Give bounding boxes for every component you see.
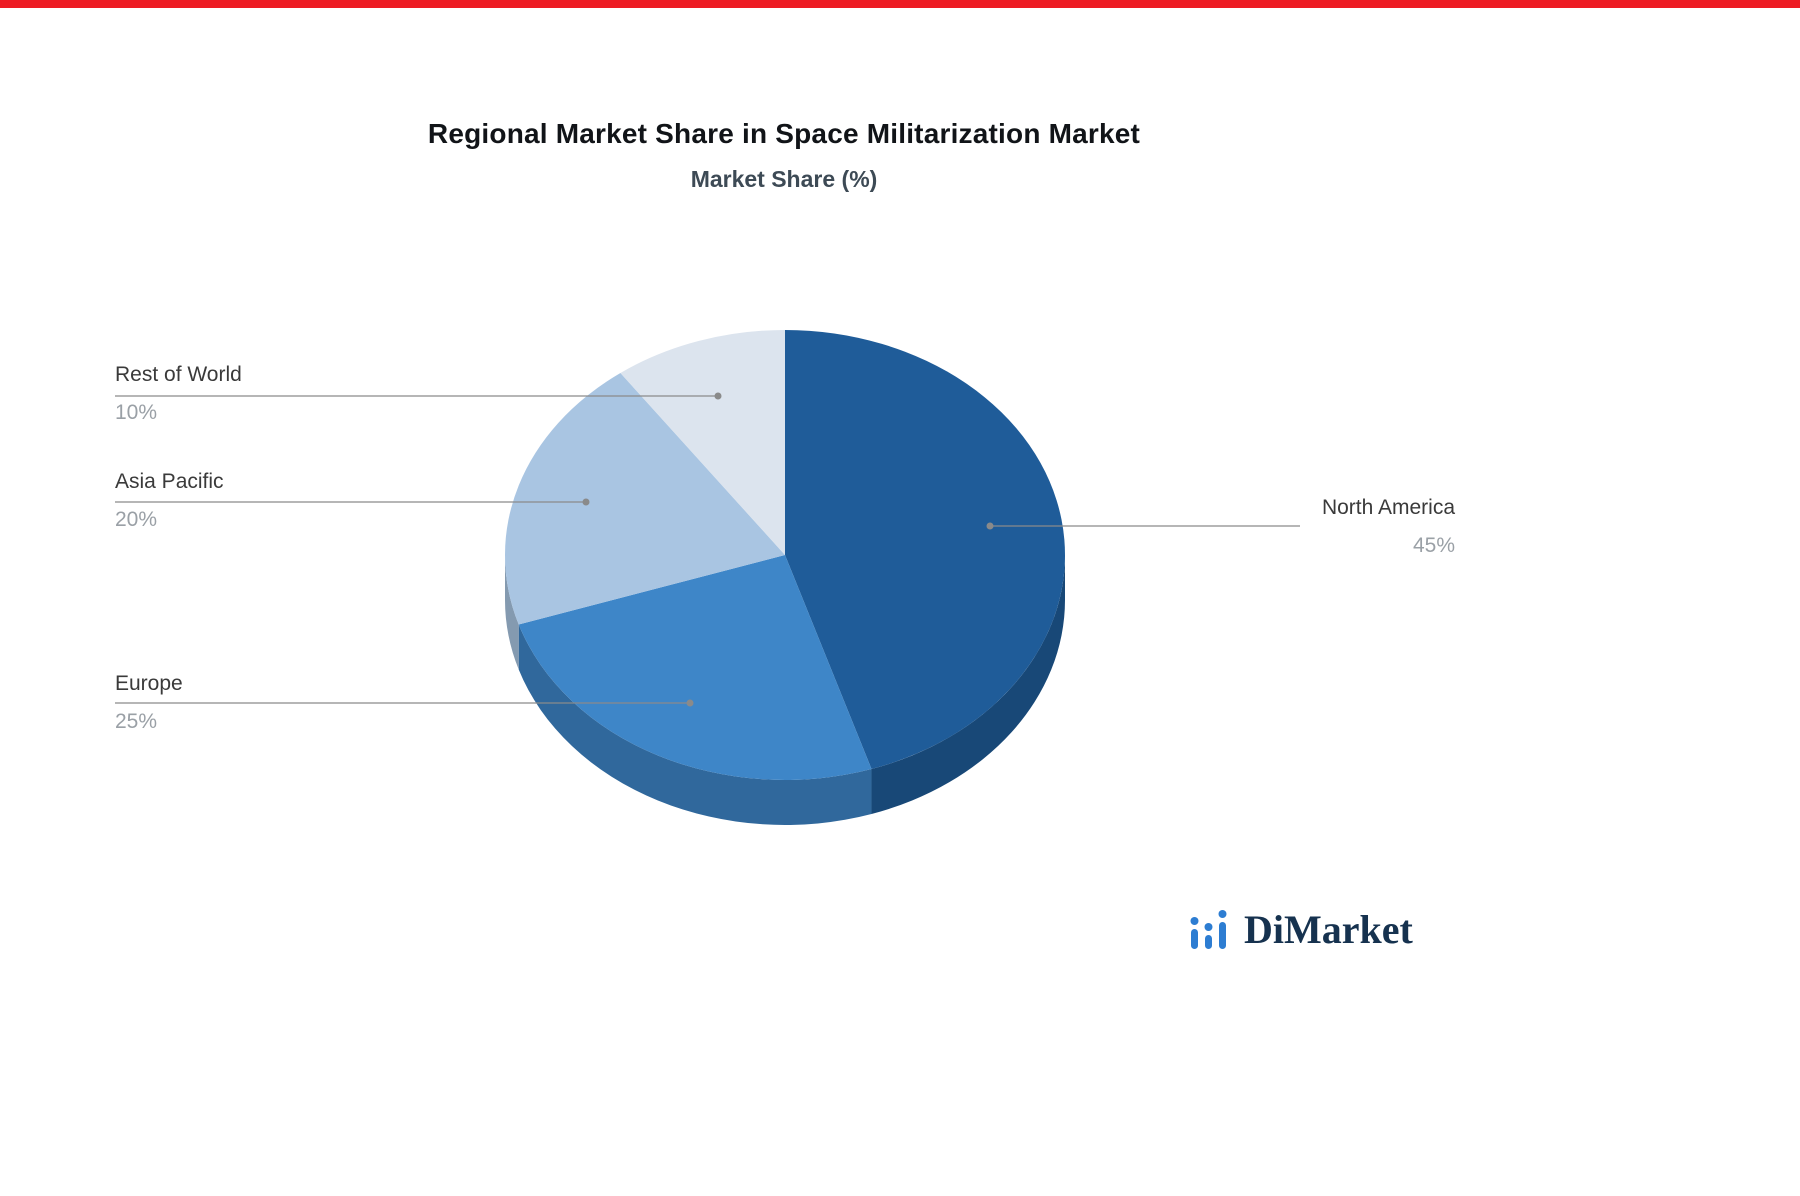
callout-lines xyxy=(115,392,1300,707)
callout-dot-europe xyxy=(686,699,694,707)
slice-label-asia-pacific: Asia Pacific xyxy=(115,470,224,493)
chart-subtitle: Market Share (%) xyxy=(690,166,878,192)
pie-slice-asia-pacific[interactable] xyxy=(505,372,785,625)
callout-dot-north-america xyxy=(986,522,994,530)
callout-rest-of-world: Rest of World 10% xyxy=(115,362,242,426)
callout-dot-rest-of-world xyxy=(714,392,722,400)
callout-asia-pacific: Asia Pacific 20% xyxy=(115,469,224,533)
slice-label-north-america: North America xyxy=(1321,496,1455,519)
brand-logo[interactable]: DiMarket xyxy=(1188,908,1413,952)
slice-value-europe: 25% xyxy=(115,710,158,733)
pie-slice-side-asia-pacific xyxy=(505,555,519,670)
chart-header: Regional Market Share in Space Militariz… xyxy=(0,118,1568,193)
top-accent-bar xyxy=(0,0,1800,8)
slice-value-rest-of-world: 10% xyxy=(115,401,158,424)
pie-slice-europe[interactable] xyxy=(518,555,872,780)
pie-slice-rest-of-world[interactable] xyxy=(620,330,785,555)
callout-north-america: North America 45% xyxy=(1322,495,1455,559)
pie-slice-side-europe xyxy=(518,624,872,825)
chart-title: Regional Market Share in Space Militariz… xyxy=(427,118,1141,149)
bar-chart-icon-glyphs xyxy=(1190,910,1227,949)
slice-value-asia-pacific: 20% xyxy=(115,508,158,531)
bar-chart-icon xyxy=(1190,910,1227,949)
brand-logo-text: DiMarket xyxy=(1244,907,1413,952)
slice-label-europe: Europe xyxy=(115,672,183,695)
callout-europe: Europe 25% xyxy=(115,671,183,735)
slice-value-north-america: 45% xyxy=(1412,534,1455,557)
pie-slice-north-america[interactable] xyxy=(785,330,1066,769)
callout-dot-asia-pacific xyxy=(582,498,590,506)
pie-slices xyxy=(505,330,1066,825)
pie-slice-side-north-america xyxy=(871,555,1065,814)
slice-label-rest-of-world: Rest of World xyxy=(115,363,242,386)
